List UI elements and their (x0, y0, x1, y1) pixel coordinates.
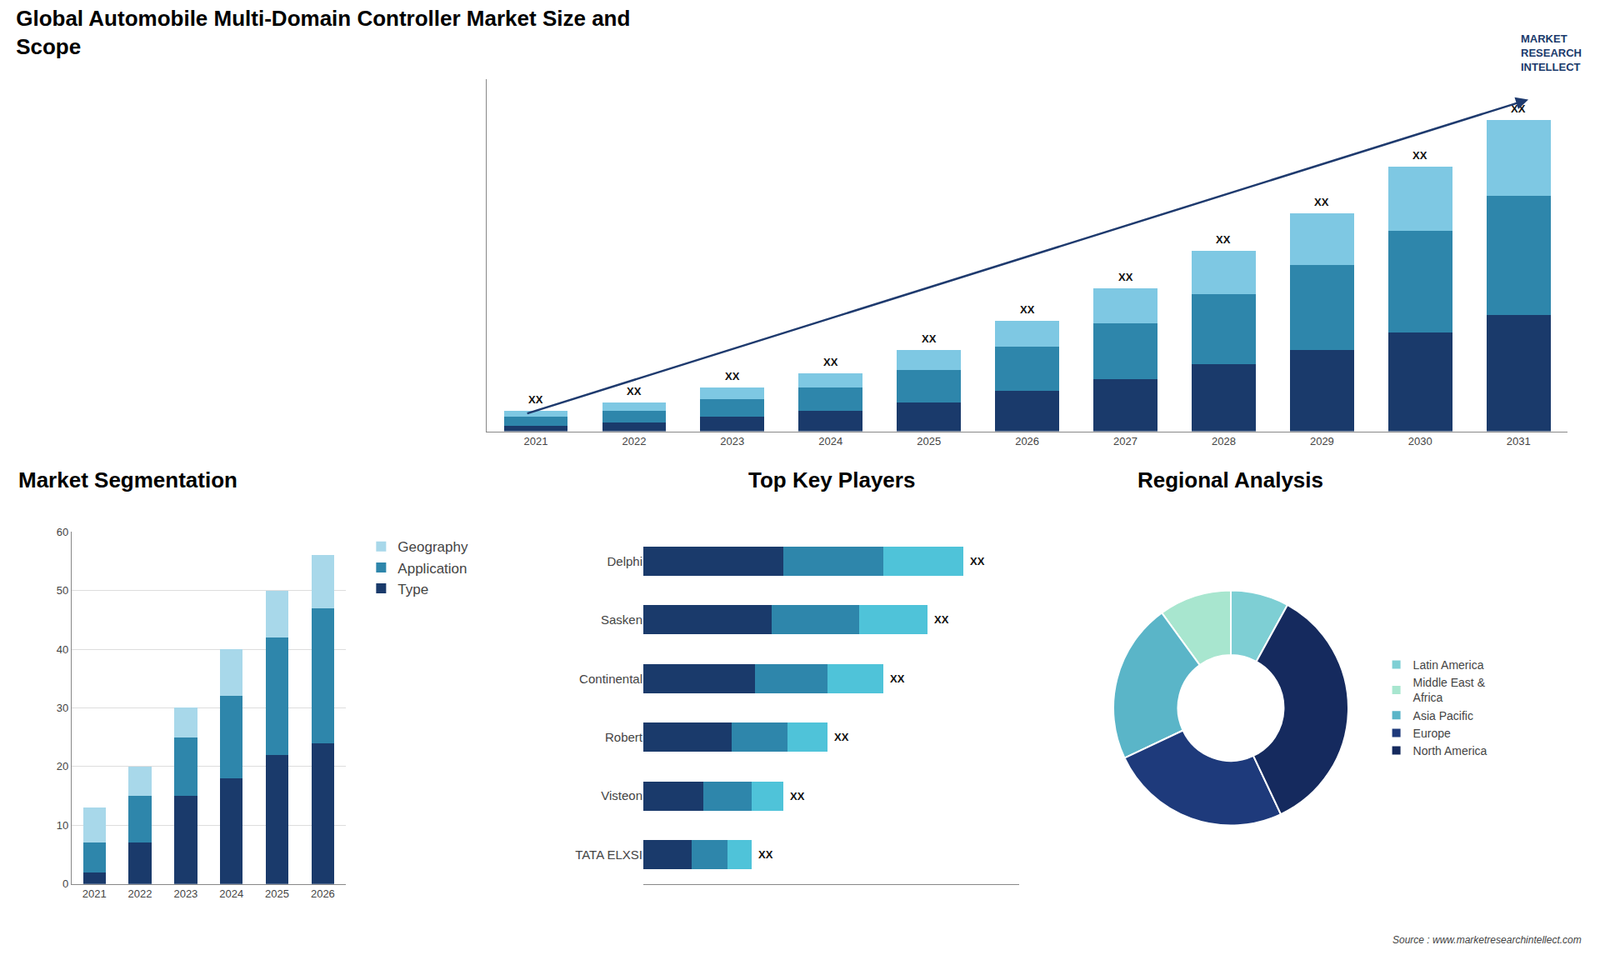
svg-text:XX: XX (1215, 233, 1231, 246)
svg-text:XX: XX (1118, 270, 1134, 284)
svg-text:Continental: Continental (579, 671, 643, 686)
svg-text:Asia Pacific: Asia Pacific (1413, 709, 1474, 723)
svg-text:2025: 2025 (916, 435, 941, 448)
svg-text:XX: XX (790, 790, 805, 803)
svg-text:Type: Type (397, 581, 429, 598)
svg-text:XX: XX (890, 672, 905, 685)
svg-text:XX: XX (1020, 303, 1035, 316)
svg-text:XX: XX (834, 730, 850, 744)
svg-text:Market Segmentation: Market Segmentation (18, 467, 238, 493)
svg-text:2029: 2029 (1310, 435, 1335, 448)
svg-text:Geography: Geography (397, 539, 469, 555)
svg-text:2023: 2023 (173, 887, 198, 900)
svg-text:XX: XX (725, 370, 740, 383)
svg-text:2022: 2022 (621, 435, 646, 448)
svg-text:North America: North America (1413, 744, 1488, 758)
svg-text:Latin America: Latin America (1413, 658, 1485, 672)
svg-text:XX: XX (823, 355, 839, 369)
svg-text:30: 30 (56, 701, 69, 715)
svg-text:Europe: Europe (1413, 726, 1451, 740)
svg-text:2027: 2027 (1113, 435, 1138, 448)
svg-text:40: 40 (56, 643, 69, 656)
svg-text:Application: Application (397, 560, 467, 577)
svg-text:2025: 2025 (265, 887, 290, 900)
svg-text:Middle East &Africa: Middle East &Africa (1413, 675, 1486, 705)
svg-text:60: 60 (56, 525, 69, 539)
svg-text:Source : www.marketresearchint: Source : www.marketresearchintellect.com (1392, 934, 1582, 946)
svg-text:2026: 2026 (310, 887, 335, 900)
svg-text:Global Automobile Multi-Domain: Global Automobile Multi-Domain Controlle… (15, 5, 630, 60)
svg-text:XX: XX (921, 332, 937, 345)
svg-text:XX: XX (626, 385, 642, 398)
svg-text:XX: XX (970, 555, 985, 568)
svg-text:2023: 2023 (720, 435, 745, 448)
svg-text:2026: 2026 (1015, 435, 1040, 448)
svg-text:2024: 2024 (818, 435, 843, 448)
svg-text:Top Key Players: Top Key Players (748, 467, 915, 493)
svg-text:2022: 2022 (128, 887, 153, 900)
svg-text:2028: 2028 (1211, 435, 1236, 448)
svg-text:XX: XX (1314, 195, 1330, 209)
svg-text:XX: XX (528, 393, 544, 406)
svg-text:10: 10 (56, 819, 69, 832)
svg-text:TATA ELXSI: TATA ELXSI (575, 847, 643, 862)
svg-text:XX: XX (758, 848, 774, 861)
svg-text:Robert: Robert (605, 730, 644, 745)
svg-text:2021: 2021 (523, 435, 548, 448)
svg-text:XX: XX (1510, 102, 1526, 115)
svg-text:Sasken: Sasken (600, 612, 643, 627)
svg-text:2031: 2031 (1506, 435, 1531, 448)
svg-text:2024: 2024 (219, 887, 244, 900)
svg-text:Visteon: Visteon (600, 788, 643, 803)
svg-text:20: 20 (56, 760, 69, 773)
svg-text:2030: 2030 (1408, 435, 1433, 448)
svg-text:XX: XX (934, 613, 950, 626)
svg-text:2021: 2021 (82, 887, 107, 900)
svg-text:MARKETRESEARCHINTELLECT: MARKETRESEARCHINTELLECT (1520, 32, 1582, 74)
svg-text:0: 0 (62, 877, 69, 890)
svg-text:Regional Analysis: Regional Analysis (1137, 467, 1324, 493)
svg-text:50: 50 (56, 584, 69, 597)
svg-text:XX: XX (1412, 149, 1428, 162)
svg-text:Delphi: Delphi (606, 554, 643, 569)
